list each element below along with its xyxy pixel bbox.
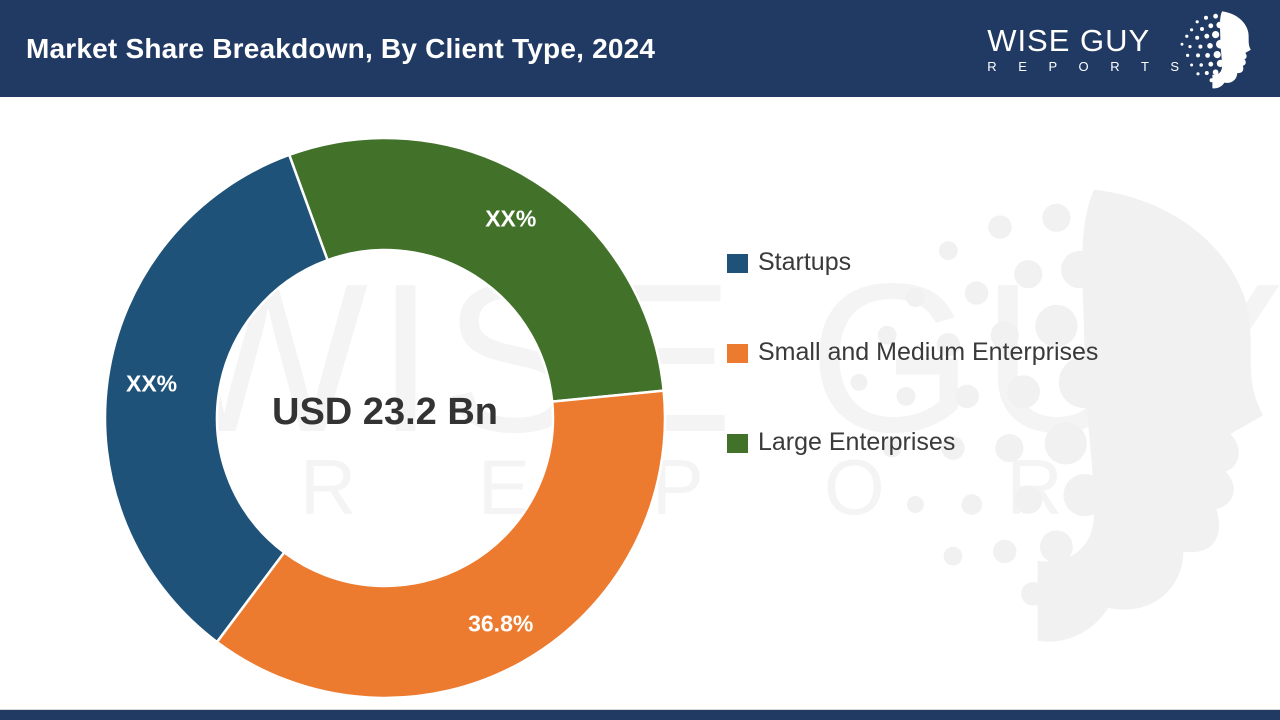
footer-hairline	[0, 709, 1280, 710]
legend-item-large-enterprises: Large Enterprises	[727, 428, 1098, 458]
donut-chart: USD 23.2 Bn XX% 36.8% XX%	[103, 136, 667, 700]
legend-label-large-enterprises: Large Enterprises	[758, 428, 956, 457]
legend: Startups Small and Medium Enterprises Larg…	[727, 248, 1098, 518]
legend-label-small-and-medium-enterprises: Small and Medium Enterprises	[758, 338, 1099, 367]
brand-name: WISE GUY	[987, 22, 1151, 58]
donut-center-value: USD 23.2 Bn	[272, 391, 498, 433]
donut-segment-label-large-enterprises: XX%	[485, 205, 536, 231]
header-bar: Market Share Breakdown, By Client Type, …	[0, 0, 1280, 97]
legend-item-small-and-medium-enterprises: Small and Medium Enterprises	[727, 338, 1098, 368]
legend-swatch-startups	[727, 253, 748, 273]
brand-head-icon	[1174, 6, 1254, 92]
legend-swatch-small-and-medium-enterprises	[727, 343, 748, 363]
brand-logo: WISE GUY R E P O R T S	[987, 6, 1254, 92]
brand-subtitle: R E P O R T S	[987, 58, 1188, 74]
legend-item-startups: Startups	[727, 248, 1098, 278]
donut-segment-startups	[103, 153, 330, 644]
legend-label-startups: Startups	[758, 248, 852, 277]
footer-bar	[0, 710, 1280, 720]
brand-wordmark: WISE GUY R E P O R T S	[987, 25, 1188, 73]
donut-segment-small-and-medium-enterprises	[215, 389, 667, 700]
donut-segment-large-enterprises	[287, 136, 666, 403]
donut-segment-label-startups: XX%	[126, 370, 177, 396]
donut-segment-label-small-and-medium-enterprises: 36.8%	[468, 611, 533, 637]
page-title: Market Share Breakdown, By Client Type, …	[26, 32, 656, 64]
legend-swatch-large-enterprises	[727, 433, 748, 453]
